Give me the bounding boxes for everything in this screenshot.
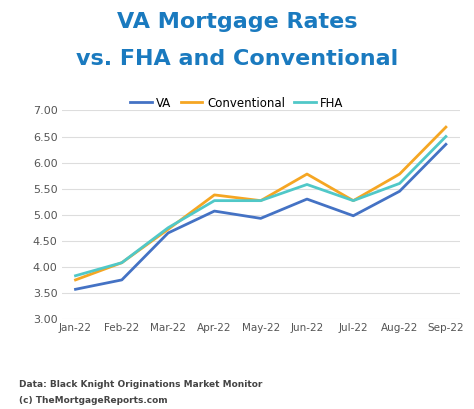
Line: VA: VA	[75, 144, 446, 289]
VA	[258, 216, 264, 221]
Line: Conventional: Conventional	[75, 127, 446, 280]
Conventional	[211, 193, 217, 198]
VA	[119, 277, 125, 282]
FHA	[211, 198, 217, 203]
Conventional	[119, 260, 125, 265]
Text: VA Mortgage Rates: VA Mortgage Rates	[117, 12, 357, 32]
Text: vs. FHA and Conventional: vs. FHA and Conventional	[76, 49, 398, 69]
Text: (c) TheMortgageReports.com: (c) TheMortgageReports.com	[19, 396, 168, 405]
Line: FHA: FHA	[75, 137, 446, 276]
Legend: VA, Conventional, FHA: VA, Conventional, FHA	[126, 92, 348, 114]
VA	[73, 287, 78, 292]
VA	[304, 197, 310, 202]
FHA	[119, 260, 125, 265]
Conventional	[165, 227, 171, 232]
Conventional	[73, 277, 78, 282]
FHA	[443, 134, 449, 139]
VA	[211, 209, 217, 213]
Conventional	[443, 125, 449, 130]
Conventional	[304, 172, 310, 177]
VA	[443, 142, 449, 147]
FHA	[73, 273, 78, 278]
Conventional	[350, 198, 356, 203]
FHA	[350, 198, 356, 203]
VA	[165, 231, 171, 236]
Conventional	[258, 198, 264, 203]
Conventional	[397, 172, 402, 177]
FHA	[304, 182, 310, 187]
FHA	[165, 225, 171, 230]
FHA	[258, 198, 264, 203]
Text: Data: Black Knight Originations Market Monitor: Data: Black Knight Originations Market M…	[19, 380, 262, 389]
VA	[397, 189, 402, 194]
FHA	[397, 181, 402, 186]
VA	[350, 213, 356, 218]
